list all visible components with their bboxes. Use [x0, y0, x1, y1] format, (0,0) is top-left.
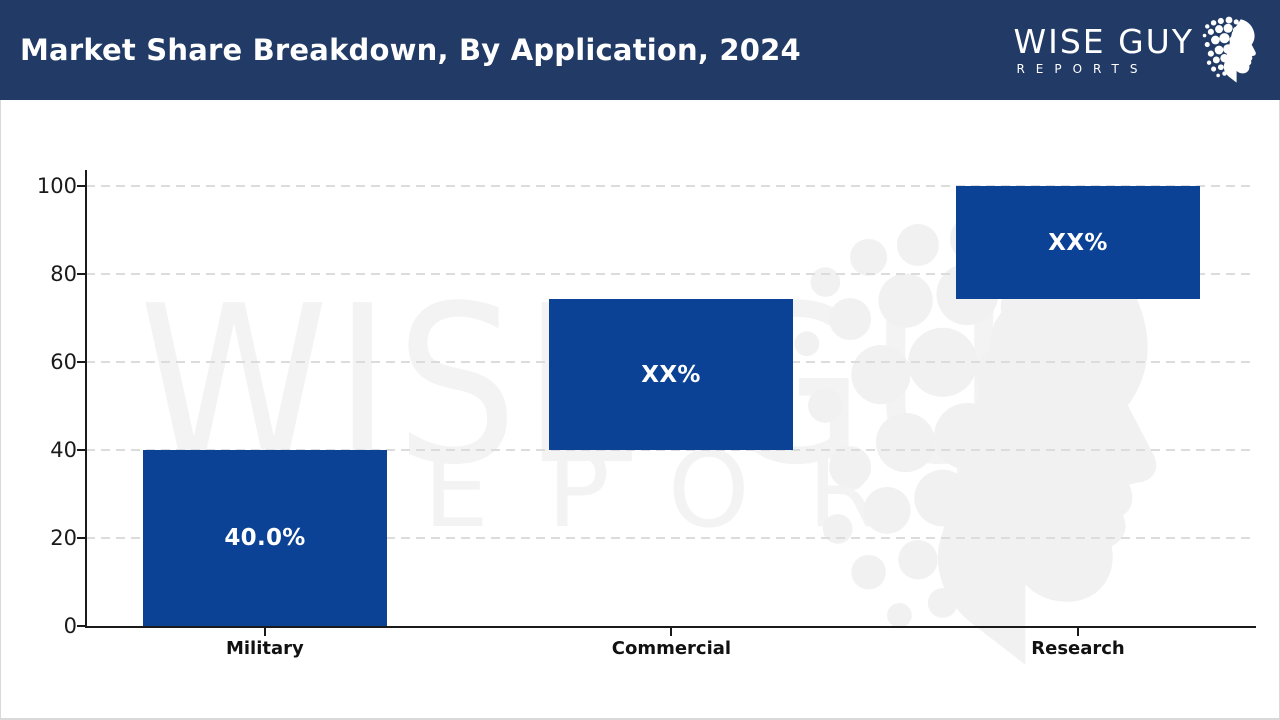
y-tick-mark [77, 361, 85, 363]
bar-military: 40.0% [143, 450, 387, 626]
y-tick-label-80: 80 [50, 262, 77, 286]
bar-research: XX% [956, 186, 1200, 299]
gridline-20 [86, 537, 1255, 539]
y-tick-mark [77, 185, 85, 187]
bar-value-label: XX% [1048, 229, 1108, 256]
y-tick-mark [77, 625, 85, 627]
bar-value-label: 40.0% [224, 525, 306, 551]
bar-value-label: XX% [641, 361, 701, 388]
y-tick-label-20: 20 [50, 526, 77, 550]
bar-commercial: XX% [549, 299, 793, 450]
y-tick-label-100: 100 [36, 174, 77, 198]
logo-wordmark: WISE GUY REPORTS [1013, 25, 1194, 75]
logo-brand-name: WISE GUY [1013, 22, 1194, 61]
gridline-100 [86, 185, 1255, 187]
y-axis-line [85, 170, 87, 628]
x-axis-line [85, 626, 1256, 628]
chart-area: WISE GUY REPORTS 40.0% XX% XX% 0 20 4 [0, 100, 1280, 720]
y-tick-label-0: 0 [63, 614, 77, 638]
gridline-80 [86, 273, 1255, 275]
wiseguy-logo: WISE GUY REPORTS [1013, 12, 1258, 88]
y-tick-label-40: 40 [50, 438, 77, 462]
gridline-40 [86, 449, 1255, 451]
y-tick-label-60: 60 [50, 350, 77, 374]
x-category-label-research: Research [1031, 638, 1125, 659]
header: Market Share Breakdown, By Application, … [0, 0, 1280, 100]
x-category-label-commercial: Commercial [611, 638, 732, 659]
x-tick-mark [1077, 628, 1079, 636]
y-tick-mark [77, 273, 85, 275]
plot-region: 40.0% XX% XX% [86, 185, 1255, 626]
page-title: Market Share Breakdown, By Application, … [20, 33, 801, 67]
logo-brand-sub: REPORTS [1016, 62, 1149, 76]
y-tick-mark [77, 449, 85, 451]
x-category-label-military: Military [225, 638, 304, 659]
x-tick-mark [263, 628, 266, 636]
logo-face-icon [1202, 16, 1256, 83]
x-tick-mark [670, 628, 673, 636]
y-tick-mark [77, 537, 85, 539]
